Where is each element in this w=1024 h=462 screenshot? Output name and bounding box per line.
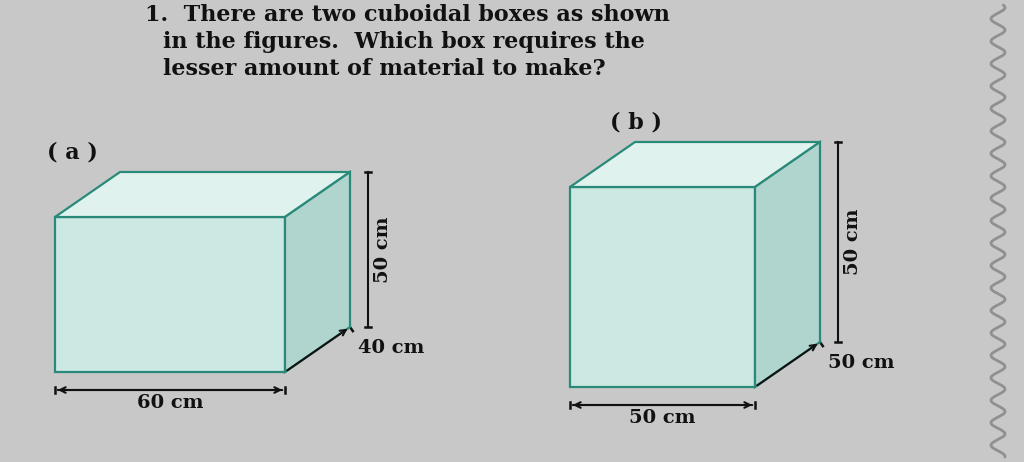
Text: lesser amount of material to make?: lesser amount of material to make? [163,58,605,80]
Text: 1.  There are two cuboidal boxes as shown: 1. There are two cuboidal boxes as shown [145,4,670,26]
Text: 50 cm: 50 cm [844,209,862,275]
Text: 60 cm: 60 cm [137,394,203,412]
Polygon shape [570,187,755,387]
Text: in the figures.  Which box requires the: in the figures. Which box requires the [163,31,645,53]
Polygon shape [285,172,350,372]
Text: ( a ): ( a ) [47,142,98,164]
Text: 40 cm: 40 cm [358,339,424,357]
Polygon shape [570,142,820,187]
Polygon shape [55,172,350,217]
Text: 50 cm: 50 cm [630,409,695,427]
Polygon shape [755,142,820,387]
Text: 50 cm: 50 cm [828,354,895,372]
Text: 50 cm: 50 cm [374,216,392,283]
Polygon shape [55,217,285,372]
Text: ( b ): ( b ) [610,112,662,134]
